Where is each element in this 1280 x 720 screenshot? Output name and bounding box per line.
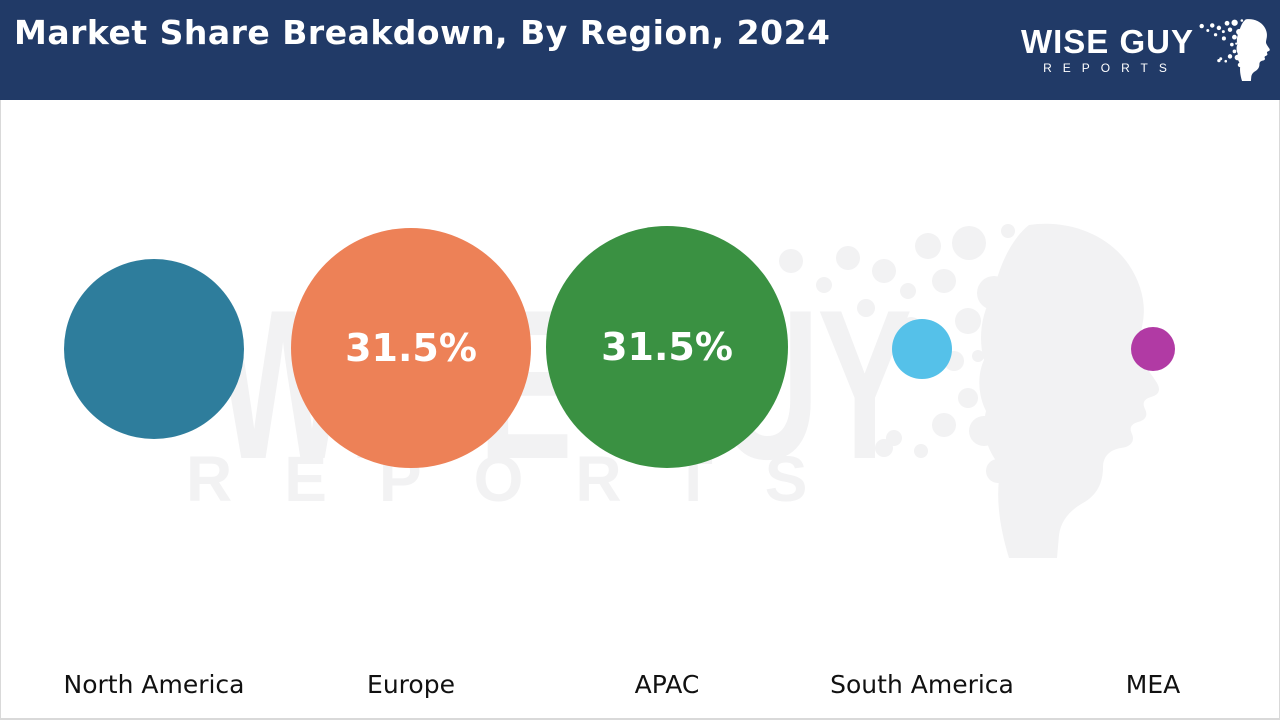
wise-guy-face-icon [1199,19,1270,81]
bubble-value-label: 31.5% [601,325,733,369]
watermark-subtitle: REPORTS [186,443,860,515]
category-label-europe: Europe [367,670,455,699]
category-label-apac: APAC [634,670,700,699]
logo-text: WISE GUY REPORTS [1020,22,1194,76]
category-label-north-america: North America [63,670,245,699]
logo-wordmark: WISE GUY [1020,22,1194,60]
bubble-chart: WISE GUY REPORTS 31.5% 31.5% North Ameri… [0,100,1280,720]
header-bar: Market Share Breakdown, By Region, 2024 … [0,0,1280,100]
bubble-apac: 31.5% [546,226,788,468]
page-title: Market Share Breakdown, By Region, 2024 [14,13,831,52]
wise-guy-logo: WISE GUY REPORTS [1021,0,1280,90]
bubble-europe: 31.5% [291,228,531,468]
category-label-south-america: South America [830,670,1014,699]
logo-subtitle: REPORTS [1043,61,1178,76]
bubble-mea [1131,327,1175,371]
watermark-face-icon [779,223,1159,558]
category-label-mea: MEA [1125,670,1181,699]
bubble-value-label: 31.5% [345,326,477,370]
bubble-south-america [892,319,952,379]
bubble-north-america [64,259,244,439]
